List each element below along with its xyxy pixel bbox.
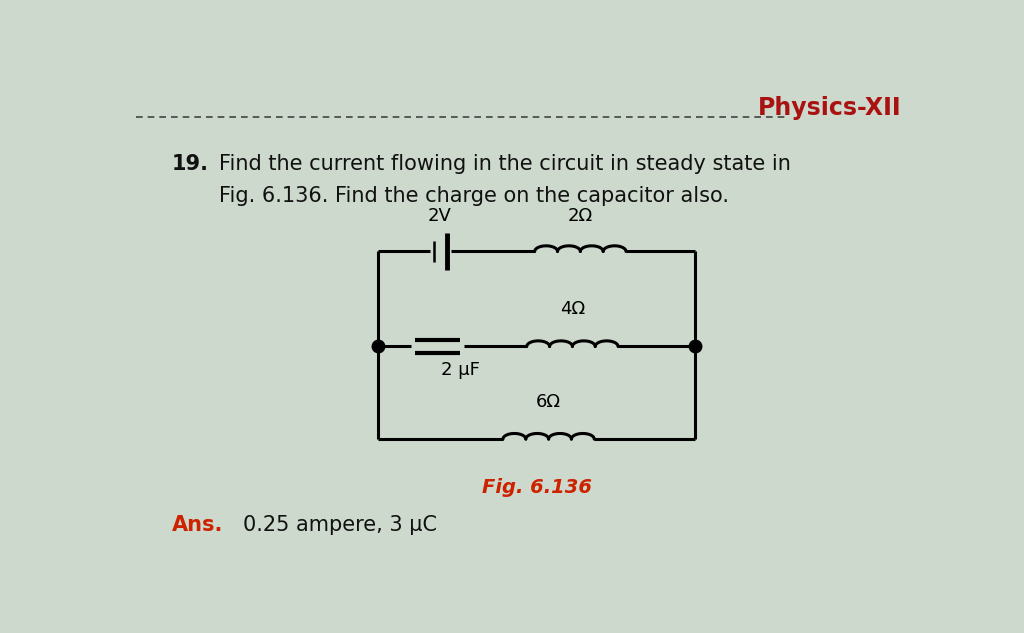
Text: Find the current flowing in the circuit in steady state in: Find the current flowing in the circuit … <box>219 154 792 174</box>
Text: 2 μF: 2 μF <box>441 361 480 379</box>
Text: 2Ω: 2Ω <box>567 206 593 225</box>
Text: Physics-XII: Physics-XII <box>758 96 902 120</box>
Text: Fig. 6.136. Find the charge on the capacitor also.: Fig. 6.136. Find the charge on the capac… <box>219 185 729 206</box>
Text: 19.: 19. <box>172 154 209 174</box>
Text: Fig. 6.136: Fig. 6.136 <box>481 478 592 497</box>
Text: 0.25 ampere, 3 μC: 0.25 ampere, 3 μC <box>243 515 437 535</box>
Text: 2V: 2V <box>428 206 452 225</box>
Text: 4Ω: 4Ω <box>560 300 585 318</box>
Text: 6Ω: 6Ω <box>537 393 561 411</box>
Text: Ans.: Ans. <box>172 515 223 535</box>
